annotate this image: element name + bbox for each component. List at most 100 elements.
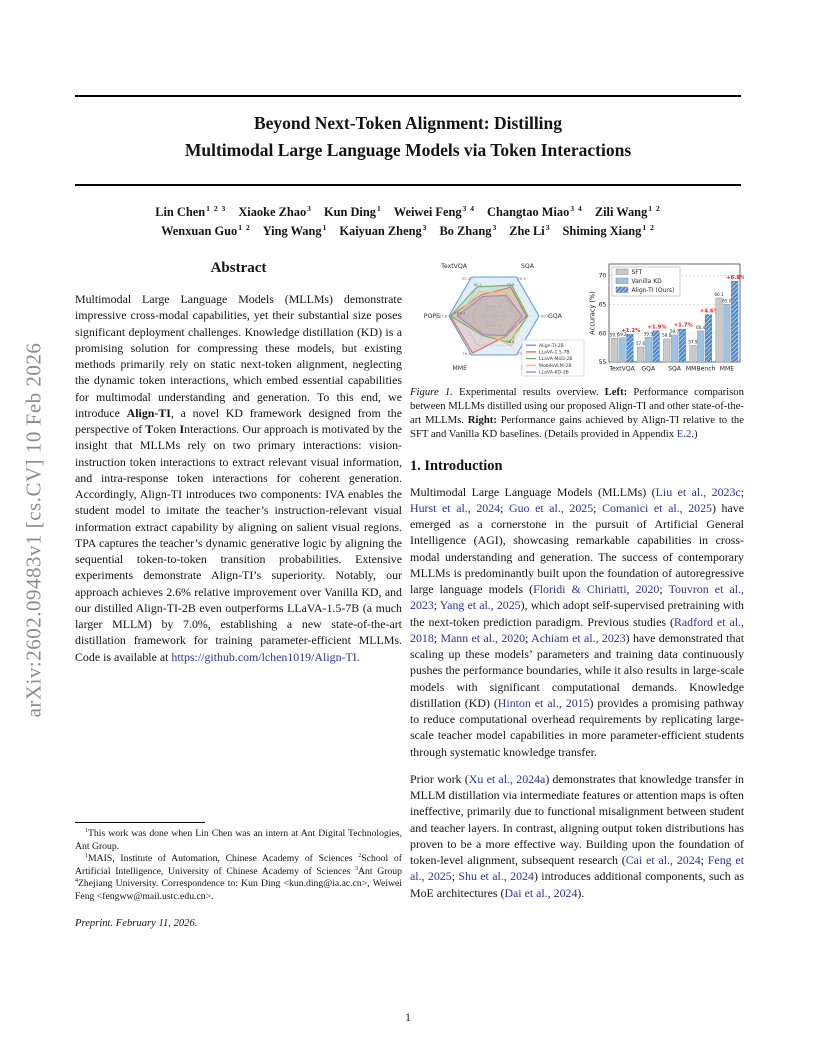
author: Kun Ding1 [323, 204, 382, 220]
svg-text:Accuracy (%): Accuracy (%) [589, 291, 597, 335]
text-segment: oken [153, 422, 180, 436]
citation-link[interactable]: Shu et al., 2024 [458, 869, 534, 884]
svg-text:Align-TI (Ours): Align-TI (Ours) [632, 287, 675, 294]
bar-GQA-Vanilla KD [644, 336, 652, 363]
svg-text:67.2: 67.2 [462, 277, 470, 281]
citation-link[interactable]: Mann et al., 2020 [440, 630, 526, 645]
author: Ying Wang1 [262, 222, 328, 238]
citation-link[interactable]: Radford et al., 2018 [410, 614, 744, 645]
svg-text:65.0: 65.0 [722, 299, 732, 304]
text-segment: Performance gains achieved by Align-TI r… [410, 413, 744, 440]
svg-text:59.2: 59.2 [618, 332, 628, 337]
text-segment: ). [577, 885, 585, 900]
svg-text:60: 60 [599, 330, 607, 337]
svg-text:60.4: 60.4 [541, 315, 550, 319]
text-segment: 4 [75, 878, 78, 885]
bar-MME-Vanilla KD [723, 304, 731, 363]
svg-text:GQA: GQA [548, 313, 563, 320]
author-block: Lin Chen1 2 3 Xiaoke Zhao3 Kun Ding1 Weiwei… [75, 203, 741, 240]
svg-text:LLaVA-1.5-7B: LLaVA-1.5-7B [539, 350, 570, 356]
svg-text:70: 70 [599, 273, 607, 280]
svg-text:MME: MME [720, 366, 735, 373]
bar-MMBench-SFT [689, 345, 697, 363]
citation-link[interactable]: Comanici et al., 2025 [602, 500, 712, 515]
svg-text:Align-TI-2B: Align-TI-2B [539, 343, 564, 349]
top-rule [75, 95, 741, 97]
citation-link[interactable]: Hinton et al., 2015 [497, 695, 590, 710]
svg-text:59.3: 59.3 [644, 331, 654, 336]
svg-text:+1.7%: +1.7% [674, 323, 694, 329]
citation-link[interactable]: Feng et al., 2025 [410, 853, 744, 884]
text-segment: Performance comparison between MLLMs dis… [410, 386, 744, 426]
svg-text:TextVQA: TextVQA [440, 263, 468, 270]
hyperlink[interactable]: https://github.com/lchen1019/Align-TI [171, 649, 357, 664]
citation-link[interactable]: Yang et al., 2025 [439, 598, 521, 613]
svg-text:57.9: 57.9 [688, 339, 698, 344]
citation-link[interactable]: Hurst et al., 2024 [410, 500, 501, 515]
text-segment: ) have demonstrated that scaling up thes… [410, 630, 744, 710]
text-segment: Right: [467, 413, 497, 426]
citation-link[interactable]: Touvron et al., 2023 [410, 582, 744, 613]
text-segment: ; [593, 500, 603, 515]
text-segment: School of Artificial Intelligence, Unive… [75, 853, 402, 877]
bar-TextVQA-Vanilla KD [618, 337, 626, 363]
bar-TextVQA-Align-TI (Ours) [626, 334, 634, 363]
footnote-block: 1This work was done when Lin Chen was an… [75, 822, 402, 929]
svg-text:78.8: 78.8 [506, 340, 515, 344]
text-segment: ; [659, 582, 669, 597]
svg-text:+1.9%: +1.9% [648, 324, 668, 330]
left-column: Abstract Multimodal Large Language Model… [75, 260, 402, 665]
right-column: TextVQA67.262.3SQA76.573.9GQA60.4MMBench… [410, 254, 744, 912]
svg-text:73.9: 73.9 [506, 283, 515, 287]
page-number: 1 [405, 1012, 411, 1024]
text-segment: Multimodal Large Language Models (MLLMs)… [410, 484, 656, 499]
footnote-rule [75, 822, 205, 823]
text-segment: Figure 1. [410, 386, 453, 398]
intro-paragraph-2: Prior work (Xu et al., 2024a) demonstrat… [410, 771, 744, 901]
author: Changtao Miao3 4 [487, 204, 583, 220]
bar-GQA-SFT [636, 346, 645, 363]
text-segment: Left: [604, 386, 628, 398]
text-segment: ) provides a promising pathway to reduce… [410, 695, 744, 759]
svg-text:55: 55 [599, 359, 607, 366]
text-segment: , a novel KD framework designed from the… [75, 405, 402, 436]
svg-text:59.1: 59.1 [610, 333, 620, 338]
citation-link[interactable]: Dai et al., 2024 [504, 885, 578, 900]
bar-MMBench-Vanilla KD [697, 330, 705, 363]
appendix-ref-link[interactable]: E.2 [676, 427, 692, 440]
citation-link[interactable]: Achiam et al., 2023 [531, 630, 626, 645]
svg-text:57.6: 57.6 [636, 341, 646, 346]
text-segment: Prior work ( [410, 771, 469, 786]
svg-text:MobileVLM-2B: MobileVLM-2B [539, 363, 571, 369]
citation-link[interactable]: Cai et al., 2024 [625, 853, 701, 868]
bar-SQA-SFT [663, 338, 671, 363]
text-segment: ) introduces additional components, such… [410, 869, 745, 900]
citation-link[interactable]: Xu et al., 2024a [468, 771, 546, 786]
text-segment: ; [740, 484, 745, 499]
text-segment: nteractions. Our approach is motivated b… [75, 422, 402, 664]
text-segment: Zhejiang University. Correspondence to: … [75, 878, 402, 903]
author: Wenxuan Guo1 2 [161, 222, 251, 238]
text-segment: ), which adopt self-supervised pretraini… [410, 598, 744, 629]
citation-link[interactable]: Liu et al., 2023c [655, 484, 741, 499]
radar-chart: TextVQA67.262.3SQA76.573.9GQA60.4MMBench… [424, 263, 585, 377]
svg-text:62.3: 62.3 [473, 283, 482, 287]
svg-text:Vanilla KD: Vanilla KD [632, 278, 663, 285]
text-segment: MAIS, Institute of Automation, Chinese A… [88, 853, 359, 865]
arxiv-watermark-label: arXiv:2602.09483v1 [cs.CV] 10 Feb 2026 [21, 342, 46, 718]
svg-text:59.7: 59.7 [670, 329, 680, 334]
citation-link[interactable]: Floridi & Chiriatti, 2020 [533, 582, 660, 597]
svg-text:POPE: POPE [424, 313, 440, 320]
text-segment: Align-TI [126, 405, 171, 420]
footnote-affiliations: 1MAIS, Institute of Automation, Chinese … [75, 853, 402, 903]
svg-text:59.0: 59.0 [662, 333, 672, 338]
text-segment: Experimental results overview. [452, 386, 605, 398]
svg-text:SFT: SFT [632, 269, 643, 276]
text-segment: ; [700, 853, 708, 868]
author: Zili Wang1 2 [594, 204, 661, 220]
text-segment: .) [691, 427, 698, 440]
author-line-1: Lin Chen1 2 3 Xiaoke Zhao3 Kun Ding1 Weiwei… [75, 203, 741, 222]
svg-text:SQA: SQA [668, 366, 682, 373]
citation-link[interactable]: Guo et al., 2025 [509, 500, 594, 515]
author: Weiwei Feng3 4 [393, 204, 476, 220]
